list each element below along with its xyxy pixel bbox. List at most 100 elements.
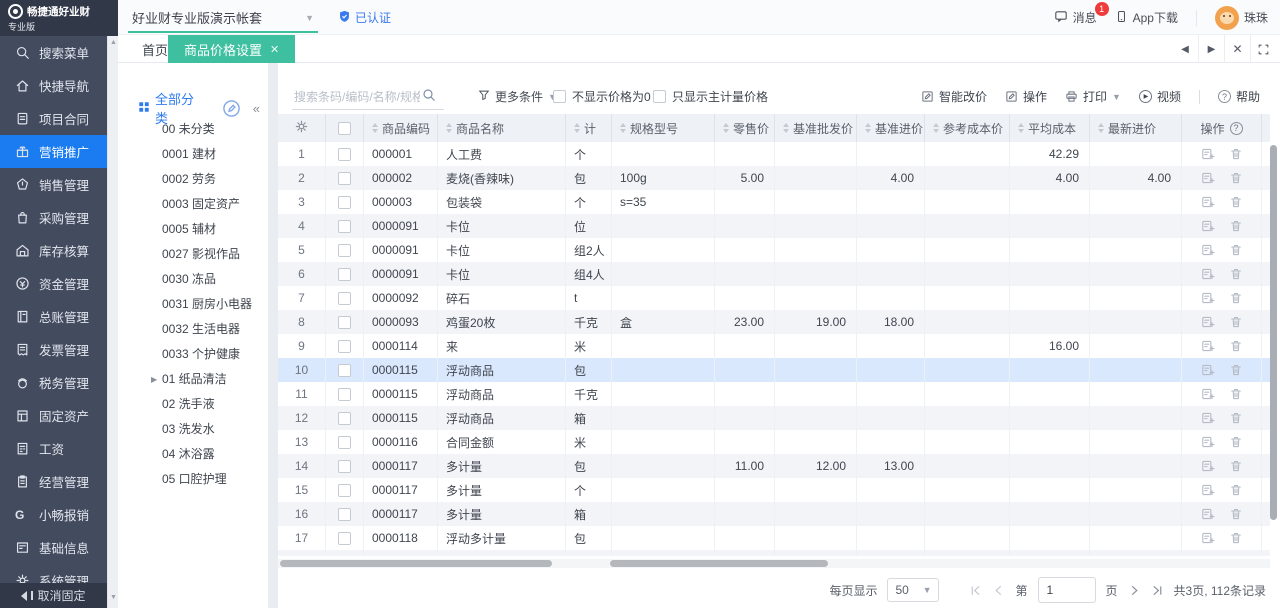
category-item-2[interactable]: 0001 建材 [118,142,268,167]
sidebar-scrollbar[interactable]: ▲ ▼ [107,36,118,608]
checkbox-icon[interactable] [338,531,351,545]
page-size-select[interactable]: 50 ▼ [887,578,940,602]
delete-icon[interactable] [1229,363,1243,377]
next-tab-icon[interactable]: ▶ [1198,35,1224,63]
row-checkbox[interactable] [326,382,364,406]
sidebar-item-1[interactable]: 搜索菜单 [0,36,107,69]
close-tab-icon[interactable]: ✕ [270,43,280,56]
sidebar-item-9[interactable]: 总账管理 [0,300,107,333]
add-price-icon[interactable] [1201,387,1215,401]
header-spec[interactable]: 规格型号 [612,114,715,142]
add-price-icon[interactable] [1201,219,1215,233]
sidebar-item-6[interactable]: 采购管理 [0,201,107,234]
checkbox-icon[interactable] [338,339,351,353]
sidebar-item-3[interactable]: 项目合同 [0,102,107,135]
all-categories-link[interactable]: 全部分类 [138,89,204,127]
table-row[interactable]: 1 000001 人工费个 42.29 [278,142,1270,166]
header-purchase[interactable]: 基准进价 [857,114,925,142]
delete-icon[interactable] [1229,315,1243,329]
more-filters-button[interactable]: 更多条件 ▼ [478,88,557,105]
search-icon[interactable] [422,88,436,105]
add-price-icon[interactable] [1201,171,1215,185]
checkbox-icon[interactable] [338,121,351,135]
table-row[interactable]: 14 0000117 多计量包 11.00 12.00 13.00 [278,454,1270,478]
add-price-icon[interactable] [1201,315,1215,329]
row-checkbox[interactable] [326,310,364,334]
account-set-selector[interactable]: 好业财专业版演示帐套 ▼ [128,4,318,33]
sidebar-item-17[interactable]: 系统管理 [0,564,107,583]
row-checkbox[interactable] [326,406,364,430]
sort-icon[interactable] [723,123,729,133]
header-ref_cost[interactable]: 参考成本价 [925,114,1010,142]
sidebar-item-16[interactable]: 基础信息 [0,531,107,564]
main-unit-only-checkbox[interactable]: 只显示主计量价格 [653,88,768,105]
smart-reprice-button[interactable]: 智能改价 [921,88,987,105]
sort-icon[interactable] [865,123,871,133]
table-row[interactable]: 7 0000092 碎石 t [278,286,1270,310]
vertical-scrollbar-thumb[interactable] [1270,145,1277,520]
checkbox-icon[interactable] [338,243,351,257]
h-scroll-thumb[interactable] [280,560,552,567]
delete-icon[interactable] [1229,411,1243,425]
messages-button[interactable]: 消息 1 [1054,2,1109,26]
add-price-icon[interactable] [1201,435,1215,449]
checkbox-icon[interactable] [338,219,351,233]
category-item-1[interactable]: 00 未分类 [118,117,268,142]
sort-icon[interactable] [1018,123,1024,133]
delete-icon[interactable] [1229,339,1243,353]
add-price-icon[interactable] [1201,507,1215,521]
search-input[interactable] [292,88,422,105]
edit-categories-icon[interactable] [222,99,241,118]
add-price-icon[interactable] [1201,267,1215,281]
category-item-5[interactable]: 0005 辅材 [118,217,268,242]
help-button[interactable]: ? 帮助 [1217,88,1260,105]
row-checkbox[interactable] [326,334,364,358]
add-price-icon[interactable] [1201,459,1215,473]
checkbox-icon[interactable] [338,171,351,185]
header-retail[interactable]: 零售价 [715,114,775,142]
delete-icon[interactable] [1229,243,1243,257]
print-button[interactable]: 打印 ▼ [1065,88,1121,105]
checkbox-icon[interactable] [338,555,351,556]
sort-icon[interactable] [446,123,452,133]
header-latest[interactable]: 最新进价 [1090,114,1182,142]
category-item-4[interactable]: 0003 固定资产 [118,192,268,217]
sidebar-item-10[interactable]: 发票管理 [0,333,107,366]
sidebar-item-4[interactable]: 营销推广 [0,135,107,168]
add-price-icon[interactable] [1201,363,1215,377]
add-price-icon[interactable] [1201,291,1215,305]
category-item-11[interactable]: ▶ 01 纸品清洁 [118,367,268,392]
sidebar-item-15[interactable]: G 小畅报销 [0,498,107,531]
page-number-input[interactable] [1037,577,1096,603]
row-checkbox[interactable] [326,286,364,310]
category-item-14[interactable]: 04 沐浴露 [118,442,268,467]
last-page-icon[interactable] [1151,584,1164,597]
delete-icon[interactable] [1229,387,1243,401]
tab-product-price-settings[interactable]: 商品价格设置 ✕ [168,35,296,63]
sidebar-item-2[interactable]: 快捷导航 [0,69,107,102]
table-row[interactable]: 2 000002 麦烧(香辣味) 包 100g 5.00 4.00 4.00 4.00 [278,166,1270,190]
category-item-6[interactable]: 0027 影视作品 [118,242,268,267]
table-row[interactable]: 5 0000091 卡位 组2人 [278,238,1270,262]
delete-icon[interactable] [1229,267,1243,281]
row-checkbox[interactable] [326,430,364,454]
table-row[interactable]: 8 0000093 鸡蛋20枚 千克盒 23.00 19.00 18.00 [278,310,1270,334]
first-page-icon[interactable] [969,584,982,597]
table-row[interactable]: 12 0000115 浮动商品箱 [278,406,1270,430]
help-question-icon[interactable]: ? [1229,121,1243,135]
add-price-icon[interactable] [1201,531,1215,545]
sort-icon[interactable] [620,123,626,133]
table-row[interactable]: 11 0000115 浮动商品 千克 [278,382,1270,406]
table-row[interactable]: 17 0000118 浮动多计量包 [278,526,1270,550]
table-row[interactable] [278,550,1270,556]
delete-icon[interactable] [1229,219,1243,233]
sort-icon[interactable] [933,123,939,133]
add-price-icon[interactable] [1201,243,1215,257]
prev-page-icon[interactable] [992,584,1005,597]
row-checkbox[interactable] [326,358,364,382]
category-item-7[interactable]: 0030 冻品 [118,267,268,292]
sidebar-item-13[interactable]: 工资 [0,432,107,465]
row-checkbox[interactable] [326,502,364,526]
table-row[interactable]: 15 0000117 多计量个 [278,478,1270,502]
add-price-icon[interactable] [1201,339,1215,353]
